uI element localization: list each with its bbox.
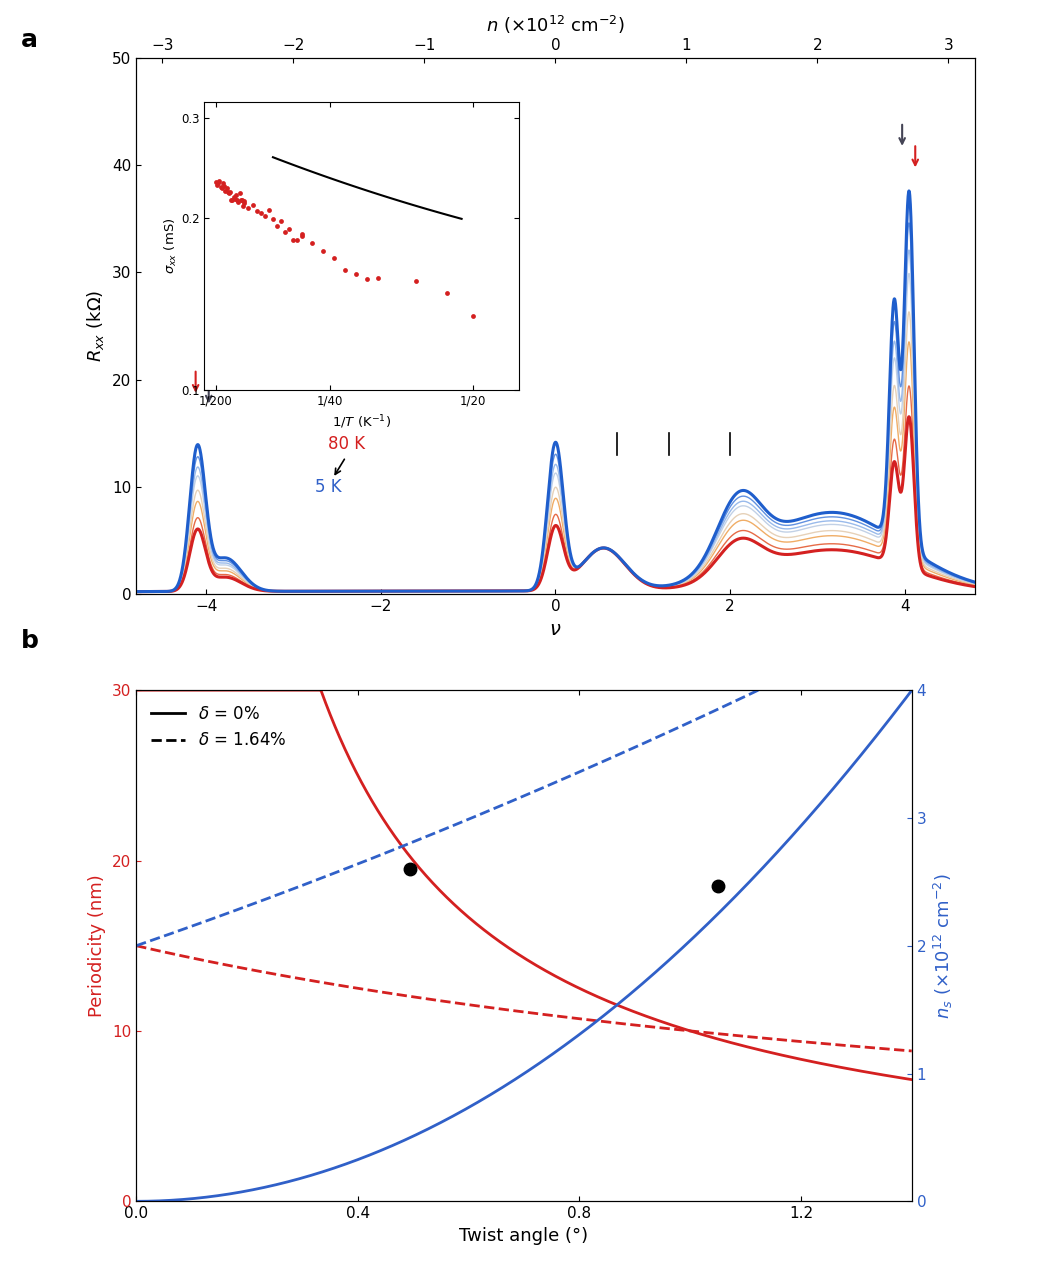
Point [232, 183, 248, 203]
Point [220, 183, 237, 203]
Point [226, 189, 243, 210]
Text: a: a [21, 28, 38, 52]
Point [257, 206, 274, 226]
Point [215, 173, 232, 193]
Point [264, 210, 281, 230]
Text: 5 K: 5 K [315, 478, 342, 496]
Point [225, 187, 242, 207]
Point [439, 282, 456, 303]
Point [224, 189, 241, 210]
Point [464, 305, 481, 326]
Legend: $\delta$ = 0%, $\delta$ = 1.64%: $\delta$ = 0%, $\delta$ = 1.64% [145, 699, 293, 757]
Point [222, 181, 239, 202]
X-axis label: 1/$T$ (K$^{-1}$): 1/$T$ (K$^{-1}$) [332, 413, 391, 431]
Point [212, 176, 228, 197]
Point [408, 271, 424, 291]
Point [272, 211, 289, 231]
Point [304, 233, 321, 253]
Point [219, 183, 236, 203]
Point [289, 230, 306, 250]
Point [231, 192, 247, 212]
Point [244, 196, 261, 216]
Y-axis label: Periodicity (nm): Periodicity (nm) [88, 874, 107, 1017]
Point [253, 202, 269, 222]
Point [210, 173, 226, 193]
Point [208, 171, 224, 192]
Point [235, 196, 252, 216]
Point [293, 224, 310, 244]
Point [223, 189, 240, 210]
Point [218, 178, 235, 198]
Point [217, 180, 234, 201]
Point [209, 174, 225, 194]
Point [285, 230, 302, 250]
Y-axis label: $\sigma_{xx}$ (mS): $\sigma_{xx}$ (mS) [163, 217, 179, 275]
Point [261, 199, 278, 220]
Point [268, 216, 285, 236]
Point [336, 261, 353, 281]
Point [326, 248, 343, 268]
Y-axis label: $R_{xx}$ (k$\Omega$): $R_{xx}$ (k$\Omega$) [86, 290, 107, 362]
Point [227, 185, 244, 206]
X-axis label: $n$ ($\times$10$^{12}$ cm$^{-2}$): $n$ ($\times$10$^{12}$ cm$^{-2}$) [486, 14, 625, 36]
Point [236, 190, 253, 211]
Text: b: b [21, 629, 39, 653]
Point [293, 226, 310, 247]
Point [348, 263, 365, 284]
Point [228, 189, 245, 210]
X-axis label: Twist angle (°): Twist angle (°) [459, 1227, 589, 1245]
Point [281, 219, 298, 239]
Point [315, 240, 332, 261]
Point [358, 268, 375, 289]
Point [214, 178, 231, 198]
Point [369, 268, 386, 289]
Point [248, 201, 265, 221]
Y-axis label: $n_s$ ($\times$10$^{12}$ cm$^{-2}$): $n_s$ ($\times$10$^{12}$ cm$^{-2}$) [932, 873, 955, 1019]
X-axis label: $\nu$: $\nu$ [549, 620, 562, 639]
Text: 80 K: 80 K [328, 436, 366, 454]
Point [216, 176, 233, 197]
Point [233, 189, 249, 210]
Point [211, 170, 227, 190]
Point [236, 193, 253, 213]
Point [277, 221, 293, 242]
Point [240, 198, 257, 219]
Point [234, 189, 250, 210]
